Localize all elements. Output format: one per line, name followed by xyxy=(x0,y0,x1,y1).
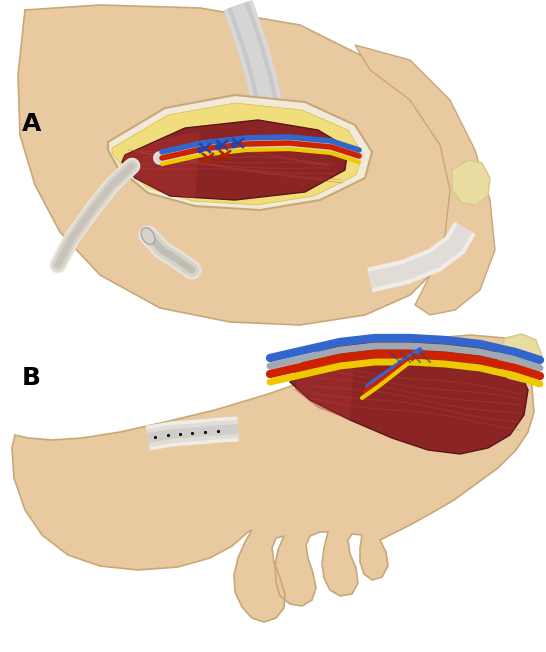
Circle shape xyxy=(219,155,224,160)
Polygon shape xyxy=(295,345,355,420)
Polygon shape xyxy=(355,45,495,315)
Circle shape xyxy=(198,147,203,153)
Circle shape xyxy=(216,145,221,149)
Polygon shape xyxy=(122,132,200,198)
Circle shape xyxy=(232,143,236,147)
Polygon shape xyxy=(122,120,348,200)
Text: A: A xyxy=(22,112,41,136)
Polygon shape xyxy=(108,95,372,210)
Polygon shape xyxy=(452,160,490,205)
Polygon shape xyxy=(12,335,534,622)
Circle shape xyxy=(203,158,207,162)
Polygon shape xyxy=(112,103,363,205)
Polygon shape xyxy=(18,5,455,325)
Text: B: B xyxy=(22,366,41,390)
Polygon shape xyxy=(290,338,528,454)
Ellipse shape xyxy=(141,228,155,244)
Polygon shape xyxy=(498,334,542,382)
